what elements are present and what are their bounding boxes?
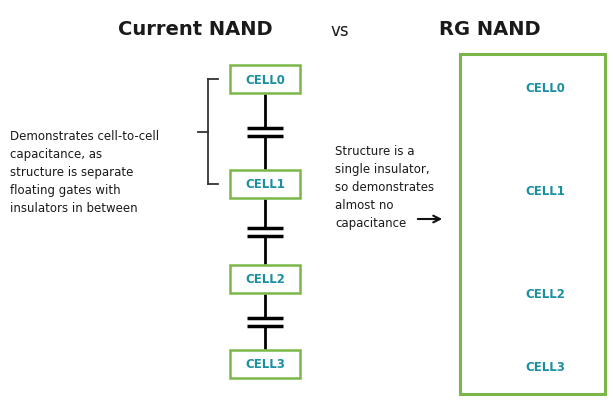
- Text: CELL1: CELL1: [525, 185, 565, 198]
- Text: Demonstrates cell-to-cell
capacitance, as
structure is separate
floating gates w: Demonstrates cell-to-cell capacitance, a…: [10, 130, 159, 214]
- Bar: [460, 55, 605, 394]
- Text: RG NAND: RG NAND: [439, 20, 541, 39]
- Text: Current NAND: Current NAND: [118, 20, 272, 39]
- Text: CELL0: CELL0: [245, 74, 285, 86]
- Bar: [230, 171, 300, 199]
- Text: CELL3: CELL3: [245, 358, 285, 370]
- Bar: [230, 66, 300, 94]
- Text: CELL1: CELL1: [245, 178, 285, 191]
- Bar: [230, 266, 300, 293]
- Text: CELL2: CELL2: [525, 288, 565, 301]
- Bar: [230, 350, 300, 378]
- Text: vs: vs: [330, 22, 349, 40]
- Text: Structure is a
single insulator,
so demonstrates
almost no
capacitance: Structure is a single insulator, so demo…: [335, 145, 434, 230]
- Text: CELL2: CELL2: [245, 273, 285, 286]
- Text: CELL3: CELL3: [525, 361, 565, 374]
- Text: CELL0: CELL0: [525, 81, 565, 94]
